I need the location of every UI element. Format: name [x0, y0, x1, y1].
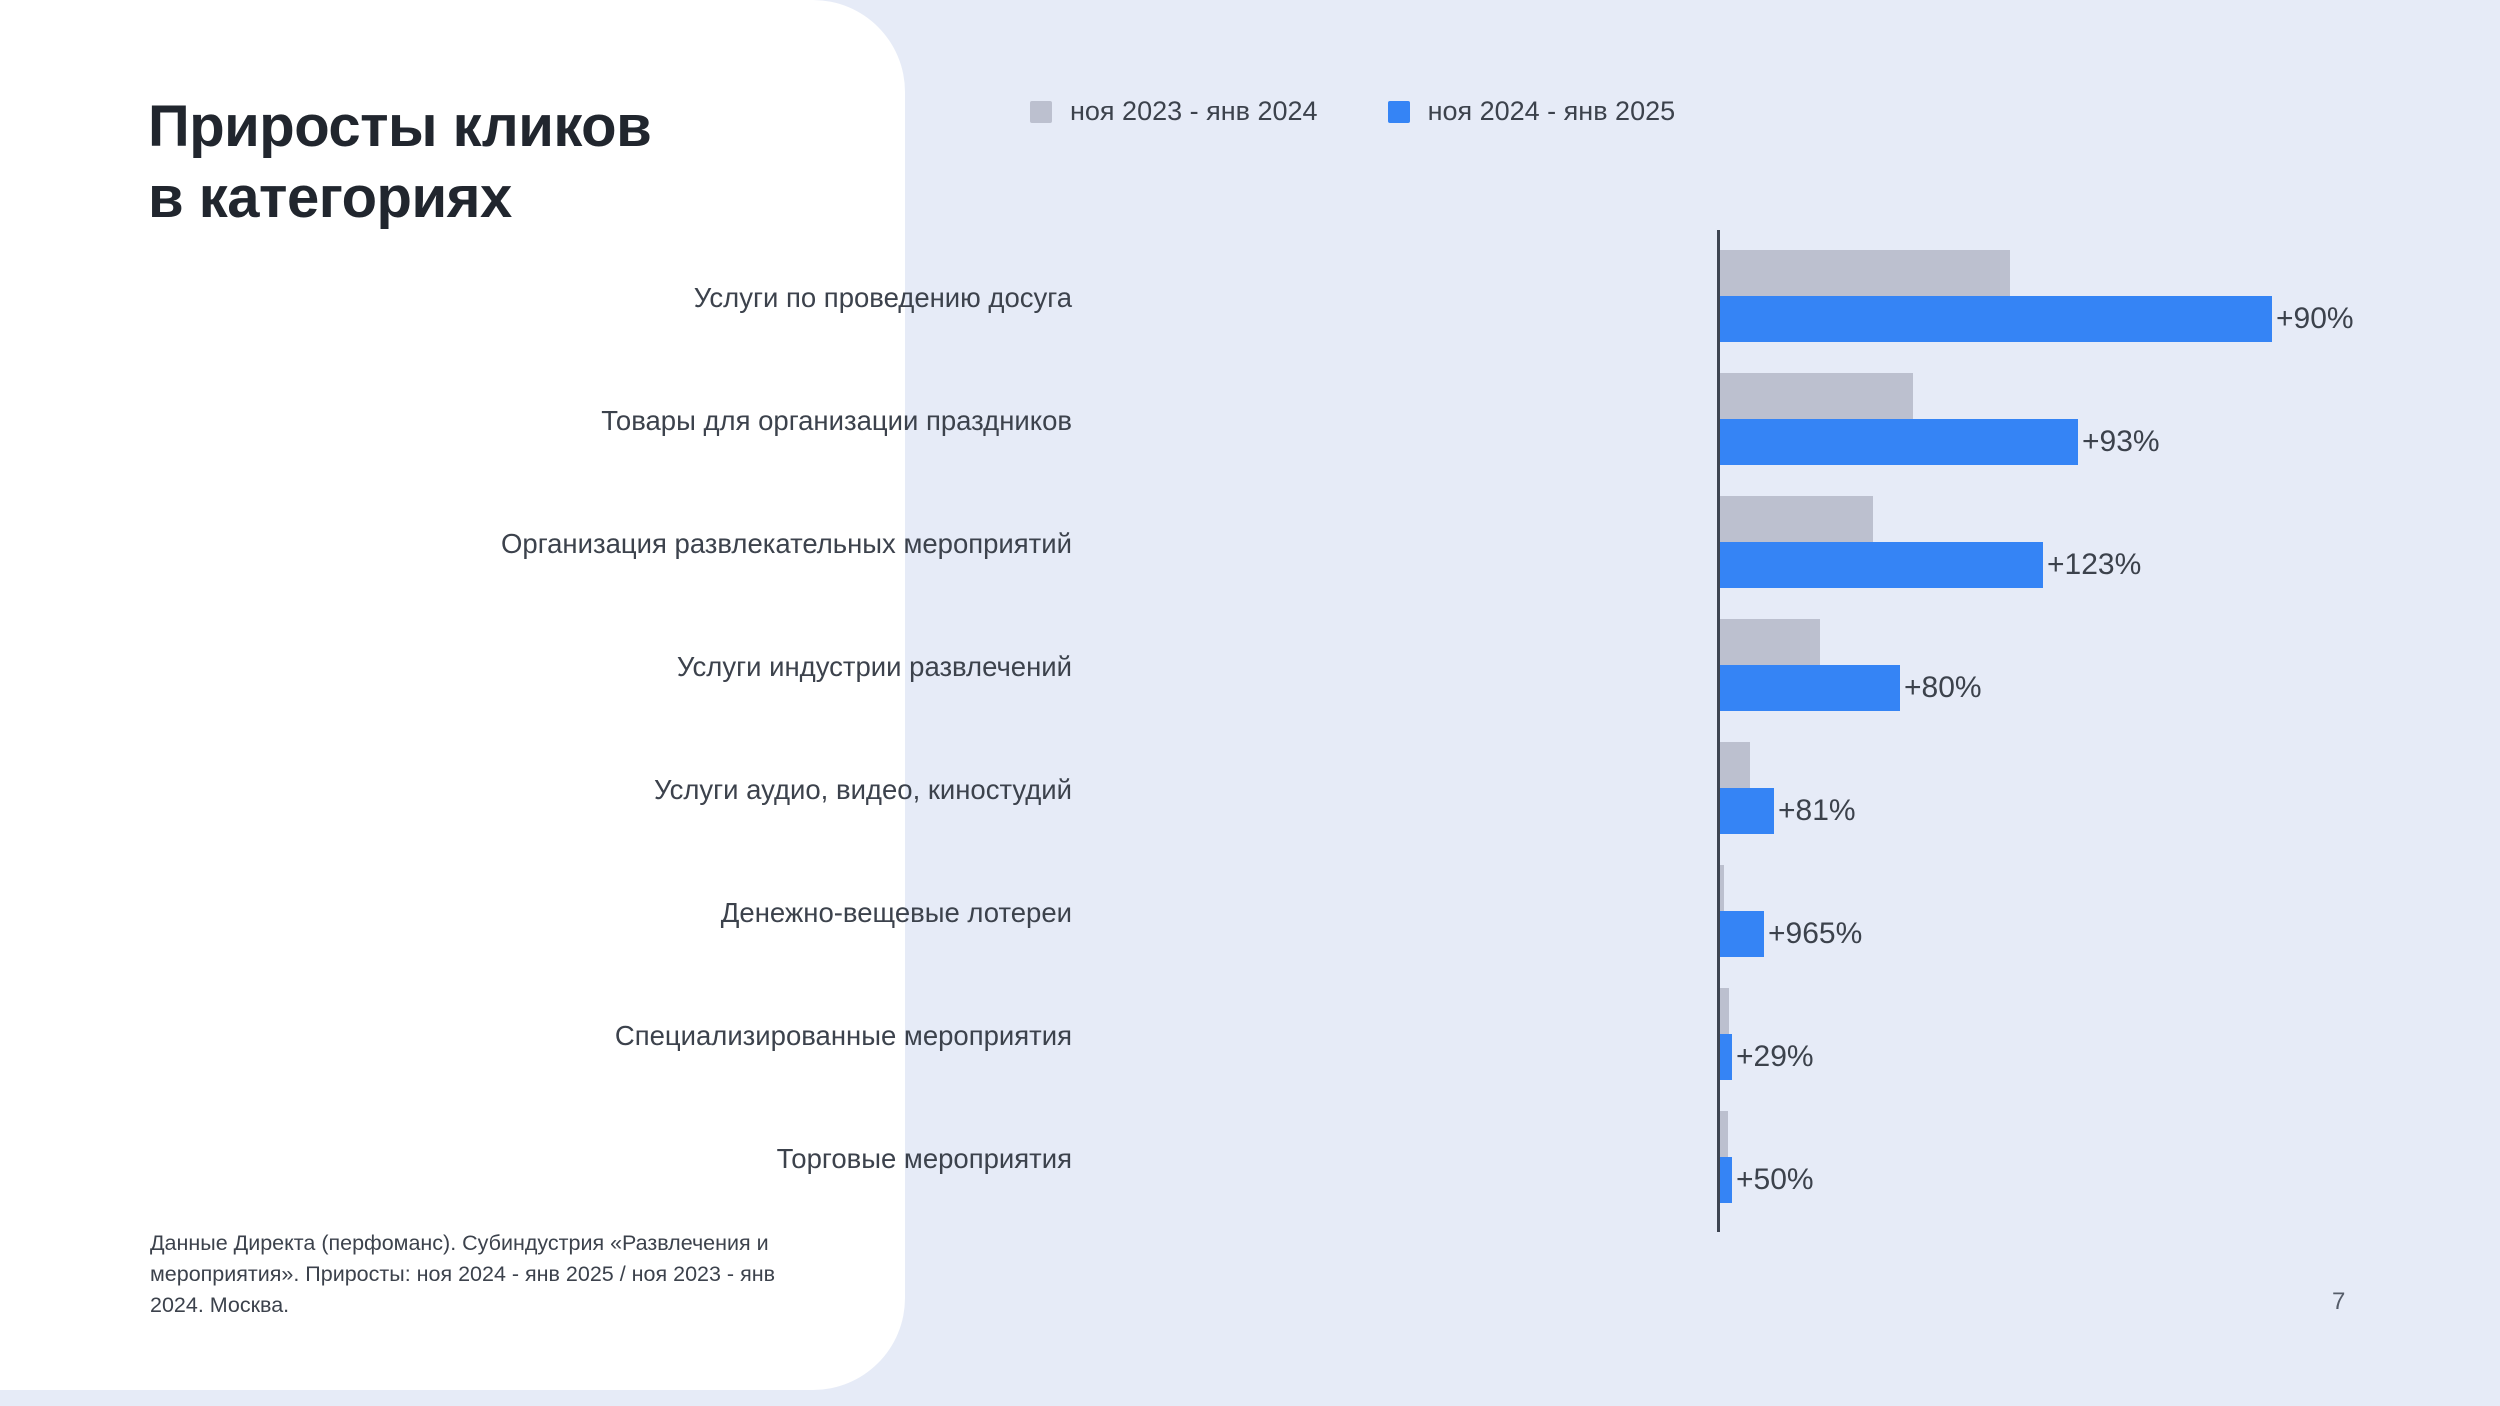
category-label: Денежно-вещевые лотереи	[720, 897, 1072, 928]
category-label: Услуги по проведению досуга	[693, 282, 1072, 313]
bar-value-label: +123%	[2047, 548, 2142, 581]
bar-value-label: +81%	[1778, 794, 1856, 827]
bar-value-label: +50%	[1736, 1163, 1814, 1196]
bar-previous-period	[1720, 1111, 1728, 1157]
bar-current-period	[1720, 1157, 1732, 1203]
bar-previous-period	[1720, 742, 1750, 788]
category-label: Организация развлекательных мероприятий	[501, 528, 1072, 559]
legend-item-current-period: ноя 2024 - янв 2025	[1387, 96, 1676, 127]
chart-axis-line	[1717, 230, 1720, 1232]
category-label: Услуги индустрии развлечений	[676, 651, 1072, 682]
legend-item-previous-period: ноя 2023 - янв 2024	[1030, 96, 1318, 127]
bar-current-period	[1720, 542, 2043, 588]
chart-row: Специализированные мероприятия +29%	[0, 988, 2500, 1084]
square-swatch-icon	[1030, 100, 1052, 123]
bar-value-label: +90%	[2276, 302, 2354, 335]
legend-label: ноя 2024 - янв 2025	[1427, 96, 1676, 126]
chart-row: Товары для организации праздников +93%	[0, 373, 2500, 469]
bar-current-period	[1720, 665, 1900, 711]
bar-previous-period	[1720, 865, 1724, 911]
chart-row: Денежно-вещевые лотереи +965%	[0, 865, 2500, 961]
category-label: Специализированные мероприятия	[614, 1020, 1072, 1051]
bar-previous-period	[1720, 619, 1820, 665]
bar-value-label: +965%	[1768, 917, 1863, 950]
chart-row: Организация развлекательных мероприятий +…	[0, 496, 2500, 592]
page-number: 7	[2332, 1288, 2346, 1315]
bar-value-label: +80%	[1904, 671, 1982, 704]
legend-label: ноя 2023 - янв 2024	[1070, 96, 1318, 126]
bar-previous-period	[1720, 250, 2010, 296]
category-label: Торговые мероприятия	[776, 1143, 1072, 1174]
bar-value-label: +93%	[2082, 425, 2160, 458]
chart-row: Услуги по проведению досуга +90%	[0, 250, 2500, 346]
bar-value-label: +29%	[1736, 1040, 1814, 1073]
category-label: Услуги аудио, видео, киностудий	[653, 774, 1072, 805]
bar-current-period	[1720, 788, 1774, 834]
page-title: Приросты кликов в категориях	[148, 94, 652, 230]
chart-row: Услуги индустрии развлечений +80%	[0, 619, 2500, 715]
chart-row: Услуги аудио, видео, киностудий +81%	[0, 742, 2500, 838]
bar-previous-period	[1720, 988, 1729, 1034]
bar-previous-period	[1720, 373, 1913, 419]
chart-row: Торговые мероприятия +50%	[0, 1111, 2500, 1207]
left-panel	[0, 0, 905, 1390]
square-swatch-icon	[1387, 100, 1410, 123]
bar-current-period	[1720, 1034, 1732, 1080]
source-note: Данные Директа (перфоманс). Субиндустрия…	[150, 1231, 776, 1318]
bar-current-period	[1720, 419, 2078, 465]
category-label: Товары для организации праздников	[601, 405, 1072, 436]
bar-previous-period	[1720, 496, 1873, 542]
bar-current-period	[1720, 911, 1764, 957]
bar-current-period	[1720, 296, 2272, 342]
chart-legend: ноя 2023 - янв 2024 ноя 2024 - янв 2025	[1030, 96, 1675, 127]
